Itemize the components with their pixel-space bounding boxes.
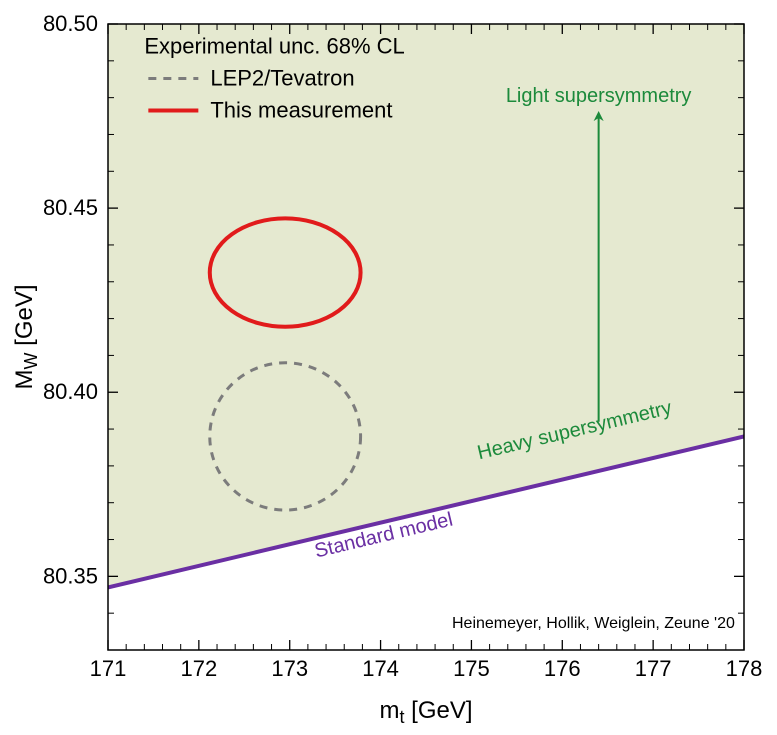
x-tick-label: 177 [635, 656, 672, 681]
x-tick-label: 172 [180, 656, 217, 681]
x-tick-label: 173 [271, 656, 308, 681]
susy-allowed-region [108, 24, 744, 587]
x-tick-label: 171 [90, 656, 127, 681]
x-tick-label: 175 [453, 656, 490, 681]
x-axis-label: mt [GeV] [379, 697, 472, 727]
legend-title: Experimental unc. 68% CL [144, 33, 404, 58]
x-tick-label: 178 [726, 656, 763, 681]
figure-credit: Heinemeyer, Hollik, Weiglein, Zeune '20 [452, 615, 735, 632]
y-axis-label: MW [GeV] [11, 284, 41, 389]
legend-label-this: This measurement [210, 97, 392, 122]
mw-mt-figure: Light supersymmetry Heavy supersymmetry … [0, 0, 777, 735]
x-tick-label: 176 [544, 656, 581, 681]
y-tick-label: 80.45 [43, 195, 98, 220]
x-tick-label: 174 [362, 656, 399, 681]
y-tick-label: 80.35 [43, 563, 98, 588]
y-tick-label: 80.40 [43, 379, 98, 404]
light-supersymmetry-label: Light supersymmetry [506, 85, 692, 107]
y-tick-label: 80.50 [43, 11, 98, 36]
legend-label-lep2: LEP2/Tevatron [210, 65, 354, 90]
